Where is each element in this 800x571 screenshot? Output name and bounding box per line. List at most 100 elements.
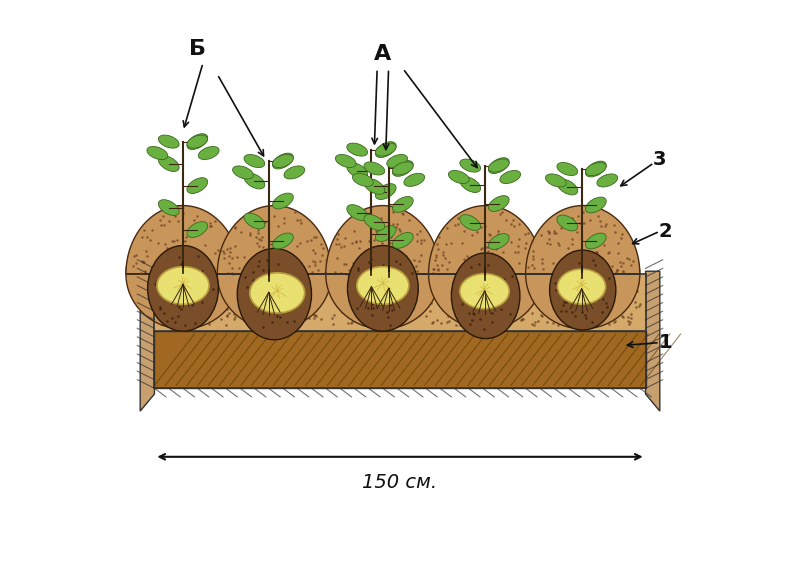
Point (555, 214, 568, 223)
Point (290, 298, 302, 307)
Point (611, 302, 624, 311)
Point (530, 299, 542, 308)
Point (319, 256, 332, 265)
Point (526, 247, 539, 256)
Point (465, 278, 478, 287)
Point (374, 234, 387, 243)
Point (469, 284, 482, 293)
Ellipse shape (489, 234, 509, 250)
Point (326, 276, 339, 285)
Point (362, 269, 374, 278)
Point (238, 317, 251, 326)
Point (272, 259, 285, 268)
Point (347, 308, 360, 317)
Point (171, 292, 184, 301)
Point (140, 252, 153, 261)
Point (536, 259, 549, 268)
Point (597, 303, 610, 312)
Point (589, 260, 602, 270)
Point (289, 266, 302, 275)
Point (327, 311, 340, 320)
Point (538, 284, 551, 293)
Point (198, 278, 210, 287)
Point (309, 311, 322, 320)
Point (467, 287, 480, 296)
Point (466, 308, 479, 317)
Point (139, 247, 152, 256)
Point (262, 313, 275, 323)
Point (378, 311, 390, 320)
Point (247, 283, 260, 292)
Point (572, 258, 585, 267)
Point (263, 282, 276, 291)
Point (223, 309, 236, 318)
Point (221, 312, 234, 321)
Point (590, 271, 602, 280)
Point (138, 267, 151, 276)
Point (493, 295, 506, 304)
Point (213, 310, 226, 319)
Point (312, 289, 325, 299)
Point (250, 311, 263, 320)
Point (475, 268, 488, 277)
Point (566, 307, 579, 316)
Point (457, 284, 470, 293)
Point (419, 310, 432, 319)
Point (164, 320, 177, 329)
Point (619, 295, 632, 304)
Point (431, 244, 444, 253)
Point (366, 305, 379, 315)
Point (512, 248, 525, 257)
Point (258, 284, 271, 293)
Point (230, 288, 242, 297)
Point (330, 315, 342, 324)
Point (162, 216, 175, 225)
Point (374, 312, 386, 321)
Point (584, 276, 597, 285)
Point (575, 219, 588, 228)
Point (362, 279, 375, 288)
Point (577, 207, 590, 216)
Point (586, 301, 599, 310)
Point (480, 321, 493, 330)
Point (355, 319, 368, 328)
Point (211, 288, 224, 297)
Point (169, 211, 182, 220)
Ellipse shape (546, 174, 566, 187)
Point (253, 288, 266, 297)
Ellipse shape (353, 174, 374, 186)
Point (598, 307, 610, 316)
Point (320, 279, 333, 288)
Point (433, 290, 446, 299)
Point (481, 287, 494, 296)
Point (508, 292, 521, 301)
Point (153, 267, 166, 276)
Point (169, 317, 182, 327)
Point (426, 279, 438, 288)
Point (173, 286, 186, 295)
Point (156, 268, 169, 277)
Point (171, 312, 184, 321)
Point (497, 285, 510, 294)
Point (177, 236, 190, 245)
Point (165, 299, 178, 308)
Point (160, 287, 173, 296)
Point (502, 276, 514, 285)
Point (451, 284, 464, 293)
Ellipse shape (147, 147, 168, 159)
Ellipse shape (489, 159, 509, 172)
Point (212, 301, 225, 310)
Point (266, 286, 278, 295)
Point (546, 259, 559, 268)
Point (281, 292, 294, 301)
Point (589, 289, 602, 298)
Point (362, 237, 375, 246)
Point (483, 316, 496, 325)
Ellipse shape (250, 273, 305, 313)
Point (525, 287, 538, 296)
Point (423, 307, 436, 316)
Point (353, 276, 366, 285)
Point (420, 311, 433, 320)
Point (403, 311, 416, 320)
Text: А: А (374, 44, 391, 65)
